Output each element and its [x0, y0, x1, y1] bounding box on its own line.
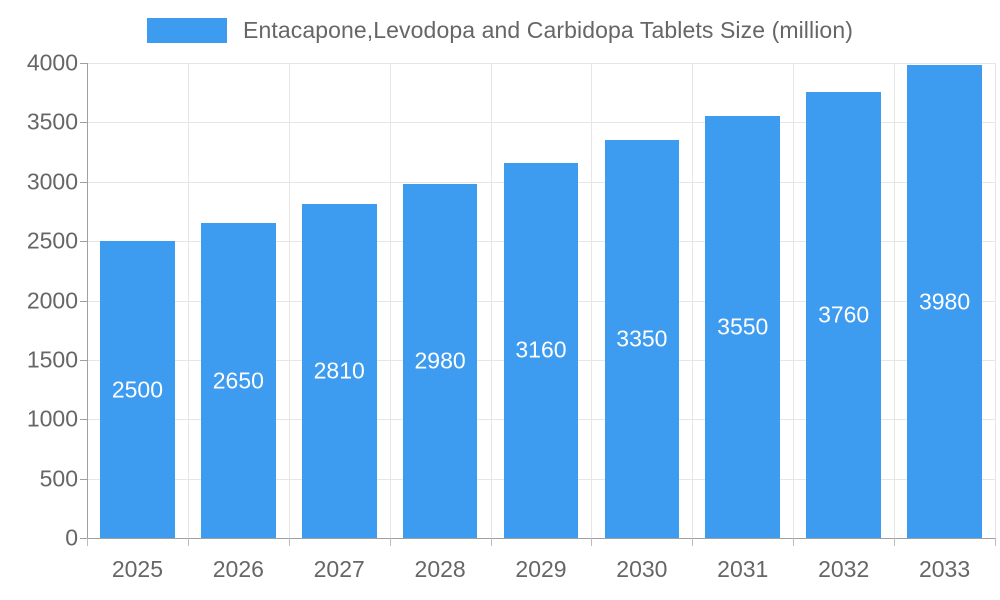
bar-value-label: 3760 [818, 301, 870, 328]
legend-color-swatch-icon [147, 17, 228, 43]
bar-value-label: 3160 [515, 336, 567, 363]
x-axis-tick-mark [87, 538, 88, 546]
y-axis-tick-mark [80, 181, 87, 183]
x-axis-tick-mark [288, 538, 290, 546]
y-axis-tick-mark [80, 300, 87, 302]
x-axis-line [87, 538, 995, 539]
bar-value-label: 2810 [313, 357, 365, 384]
x-gridline [591, 63, 593, 538]
x-axis-tick-mark [692, 538, 694, 546]
x-gridline [288, 63, 290, 538]
x-axis-tick-label: 2026 [212, 556, 264, 582]
x-gridline [995, 63, 996, 538]
x-axis-tick-mark [187, 538, 189, 546]
x-axis-tick-mark [995, 538, 996, 546]
y-axis-tick-label: 1500 [26, 346, 78, 373]
y-axis-tick-label: 3500 [26, 108, 78, 135]
x-gridline [894, 63, 896, 538]
bar[interactable]: 2500 [100, 241, 175, 538]
y-axis-tick-label: 2500 [26, 227, 78, 254]
bar-value-label: 3980 [918, 288, 971, 315]
bar-value-label: 2650 [212, 367, 264, 394]
plot-area: 2500 2650 2810 2980 3160 3350 3550 3760 3980 [87, 63, 996, 539]
x-axis-tick-label: 2027 [313, 556, 365, 582]
bar[interactable]: 3980 [907, 65, 982, 538]
bar-value-label: 2500 [111, 376, 164, 403]
y-axis-tick-mark [80, 122, 87, 124]
legend-item[interactable]: Entacapone,Levodopa and Carbidopa Tablet… [147, 17, 853, 44]
x-axis-tick-label: 2025 [111, 556, 164, 582]
y-axis-tick-label: 2000 [26, 287, 78, 313]
x-axis-tick-label: 2030 [616, 556, 668, 582]
y-axis-tick-mark [80, 419, 87, 421]
bar[interactable]: 2810 [301, 204, 377, 538]
y-axis-tick-label: 1000 [26, 405, 78, 432]
bar-value-label: 2980 [414, 347, 466, 374]
bar-value-label: 3550 [717, 313, 769, 340]
x-axis-tick-label: 2033 [918, 556, 971, 582]
y-axis-tick-label: 4000 [26, 49, 78, 76]
x-axis-tick-label: 2031 [717, 556, 769, 582]
y-axis-tick-mark [80, 241, 87, 243]
y-axis-tick-mark [80, 538, 87, 539]
y-gridline [87, 63, 995, 64]
y-axis: 0 500 1000 1500 2000 2500 3000 3500 4000 [0, 0, 87, 600]
bar[interactable]: 3350 [604, 140, 680, 538]
y-axis-tick-mark [80, 478, 87, 480]
y-axis-tick-label: 0 [65, 524, 78, 551]
chart-legend: Entacapone,Levodopa and Carbidopa Tablet… [0, 0, 1000, 60]
x-axis-tick-mark [793, 538, 795, 546]
x-axis-tick-mark [490, 538, 492, 546]
x-axis-tick-label: 2028 [414, 556, 466, 582]
y-axis-tick-label: 500 [39, 465, 78, 492]
x-axis-tick-label: 2029 [515, 556, 567, 582]
bar[interactable]: 3760 [806, 91, 881, 538]
x-gridline [692, 63, 694, 538]
x-gridline [389, 63, 391, 538]
y-axis-tick-mark [80, 359, 87, 361]
x-gridline [793, 63, 795, 538]
bar-value-label: 3350 [616, 325, 668, 352]
x-axis-tick-mark [389, 538, 391, 546]
y-axis-tick-mark [80, 63, 87, 64]
bar[interactable]: 3550 [705, 116, 781, 538]
x-axis-tick-mark [591, 538, 593, 546]
y-axis-tick-label: 3000 [26, 168, 78, 195]
bar[interactable]: 3160 [503, 162, 579, 538]
y-axis-line [87, 63, 88, 539]
y-gridline [87, 122, 995, 124]
bar[interactable]: 2980 [402, 184, 478, 538]
x-gridline [187, 63, 189, 538]
x-axis-tick-mark [894, 538, 896, 546]
x-axis-tick-label: 2032 [818, 556, 870, 582]
legend-item-label: Entacapone,Levodopa and Carbidopa Tablet… [243, 16, 853, 43]
x-gridline [490, 63, 492, 538]
bar[interactable]: 2650 [201, 223, 276, 538]
